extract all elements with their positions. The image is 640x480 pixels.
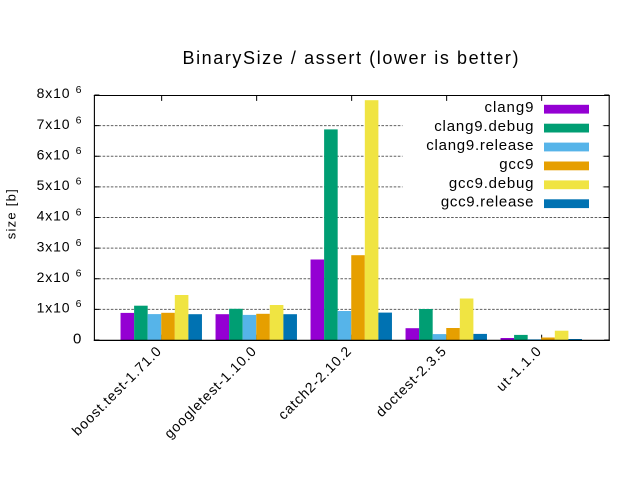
svg-text:clang9: clang9 [485,99,534,116]
svg-text:gcc9.debug: gcc9.debug [449,175,534,192]
svg-text:gcc9: gcc9 [499,156,533,173]
svg-text:clang9.release: clang9.release [426,137,533,154]
svg-text:gcc9.release: gcc9.release [441,194,534,211]
svg-text:0: 0 [73,331,81,348]
svg-text:BinarySize / assert (lower is: BinarySize / assert (lower is better) [183,48,519,68]
svg-text:clang9.debug: clang9.debug [434,118,533,135]
svg-text:size [b]: size [b] [4,189,19,239]
